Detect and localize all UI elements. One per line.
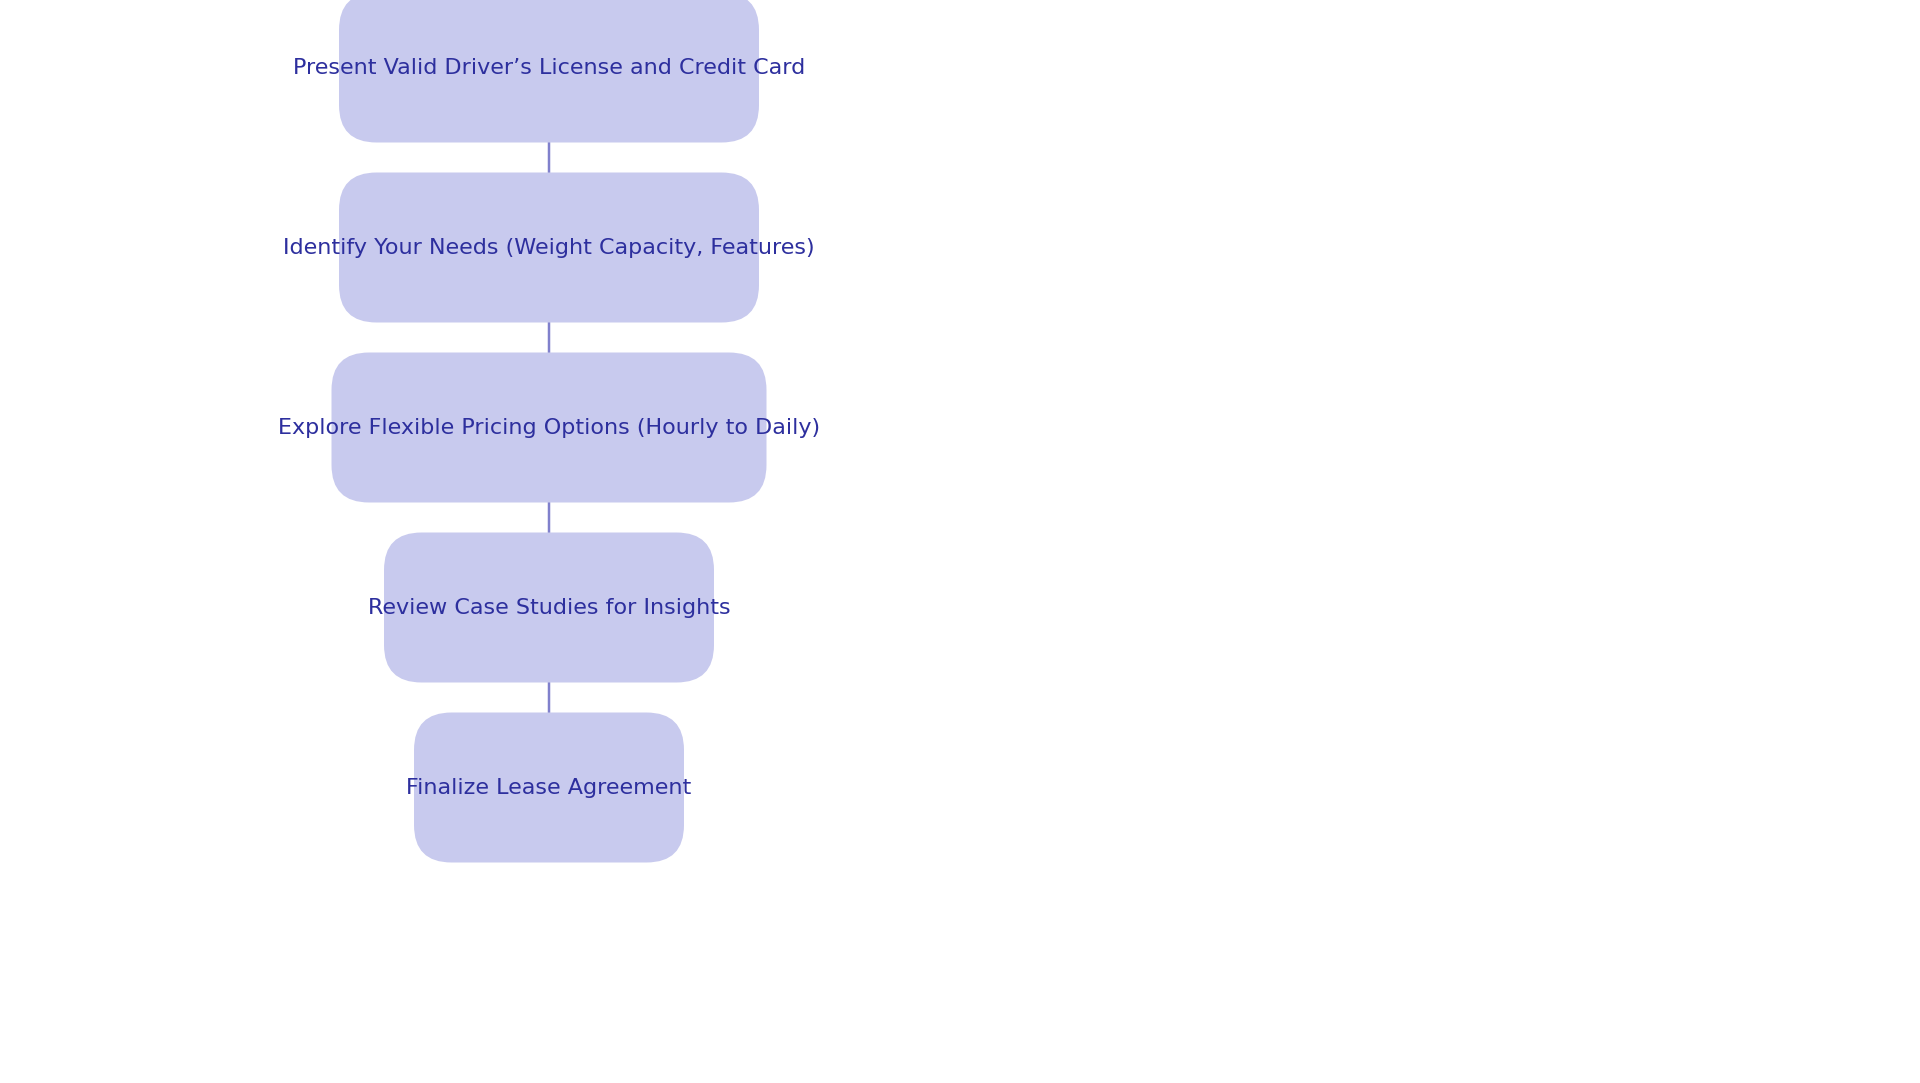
FancyBboxPatch shape (332, 352, 766, 503)
FancyBboxPatch shape (384, 533, 714, 682)
Text: Finalize Lease Agreement: Finalize Lease Agreement (407, 778, 691, 797)
Text: Explore Flexible Pricing Options (Hourly to Daily): Explore Flexible Pricing Options (Hourly… (278, 418, 820, 438)
Text: Present Valid Driver’s License and Credit Card: Present Valid Driver’s License and Credi… (294, 57, 804, 78)
FancyBboxPatch shape (415, 713, 684, 862)
Text: Review Case Studies for Insights: Review Case Studies for Insights (369, 598, 730, 617)
FancyBboxPatch shape (340, 172, 758, 323)
FancyBboxPatch shape (340, 0, 758, 143)
Text: Identify Your Needs (Weight Capacity, Features): Identify Your Needs (Weight Capacity, Fe… (282, 237, 814, 258)
